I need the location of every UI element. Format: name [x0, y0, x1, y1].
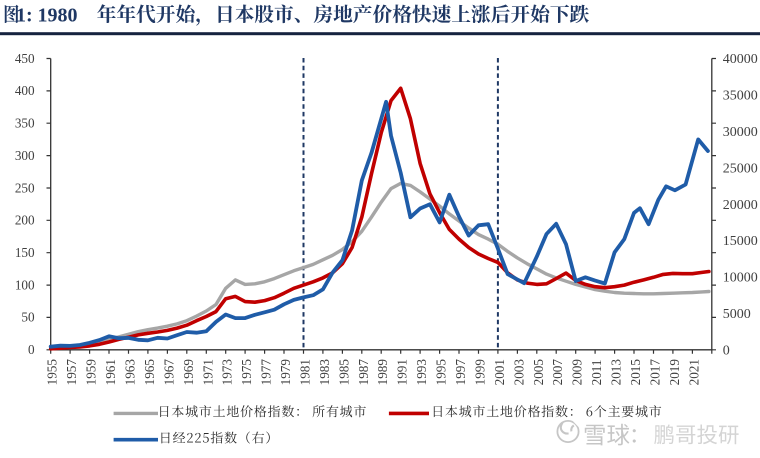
svg-text:30000: 30000: [723, 125, 758, 140]
svg-text:2005: 2005: [531, 359, 546, 386]
svg-text:15000: 15000: [723, 234, 758, 249]
svg-text:100: 100: [15, 277, 35, 292]
svg-text:250: 250: [15, 180, 35, 195]
svg-text:1971: 1971: [200, 359, 215, 385]
svg-text:200: 200: [15, 213, 35, 228]
svg-text:2001: 2001: [492, 359, 507, 385]
svg-text:1967: 1967: [161, 359, 176, 386]
svg-text:20000: 20000: [723, 198, 758, 213]
svg-text:2015: 2015: [628, 359, 643, 386]
svg-text:2009: 2009: [570, 359, 585, 386]
svg-text:1981: 1981: [298, 359, 313, 385]
svg-text:2007: 2007: [550, 359, 565, 386]
svg-text:50: 50: [21, 310, 35, 325]
svg-text:450: 450: [15, 51, 35, 66]
svg-text:35000: 35000: [723, 89, 758, 104]
svg-text:1965: 1965: [142, 359, 157, 386]
svg-text:2017: 2017: [648, 359, 663, 386]
svg-text:1955: 1955: [45, 359, 60, 386]
svg-text:1980: 1980: [38, 4, 78, 26]
svg-text:2003: 2003: [511, 359, 526, 386]
svg-text:1959: 1959: [84, 359, 99, 386]
svg-text:1977: 1977: [259, 359, 274, 386]
svg-text:5000: 5000: [723, 307, 751, 322]
svg-text:1979: 1979: [278, 359, 293, 386]
svg-text:1997: 1997: [453, 359, 468, 386]
svg-text:2013: 2013: [609, 359, 624, 386]
svg-text:40000: 40000: [723, 52, 758, 67]
svg-text:400: 400: [15, 83, 35, 98]
svg-text:1989: 1989: [375, 359, 390, 386]
svg-text:2011: 2011: [589, 360, 604, 386]
svg-text:1985: 1985: [336, 359, 351, 386]
svg-text:1973: 1973: [220, 359, 235, 386]
svg-text:150: 150: [15, 245, 35, 260]
svg-text:1975: 1975: [239, 359, 254, 386]
svg-text:1995: 1995: [434, 359, 449, 386]
svg-text:1957: 1957: [64, 359, 79, 386]
svg-text:300: 300: [15, 148, 35, 163]
svg-text:1983: 1983: [317, 359, 332, 386]
svg-text:25000: 25000: [723, 161, 758, 176]
svg-text:0: 0: [723, 343, 730, 358]
svg-text:1961: 1961: [103, 359, 118, 385]
svg-text:1987: 1987: [356, 359, 371, 386]
svg-text:1991: 1991: [395, 359, 410, 385]
svg-text:1999: 1999: [473, 359, 488, 386]
svg-text:2021: 2021: [686, 359, 701, 385]
svg-text:10000: 10000: [723, 271, 758, 286]
svg-text:1:: 1:: [16, 4, 33, 26]
svg-text:1969: 1969: [181, 359, 196, 386]
svg-text:0: 0: [28, 342, 35, 357]
svg-text:2019: 2019: [667, 359, 682, 386]
svg-text:350: 350: [15, 116, 35, 131]
svg-text:1963: 1963: [123, 359, 138, 386]
svg-text:1993: 1993: [414, 359, 429, 386]
